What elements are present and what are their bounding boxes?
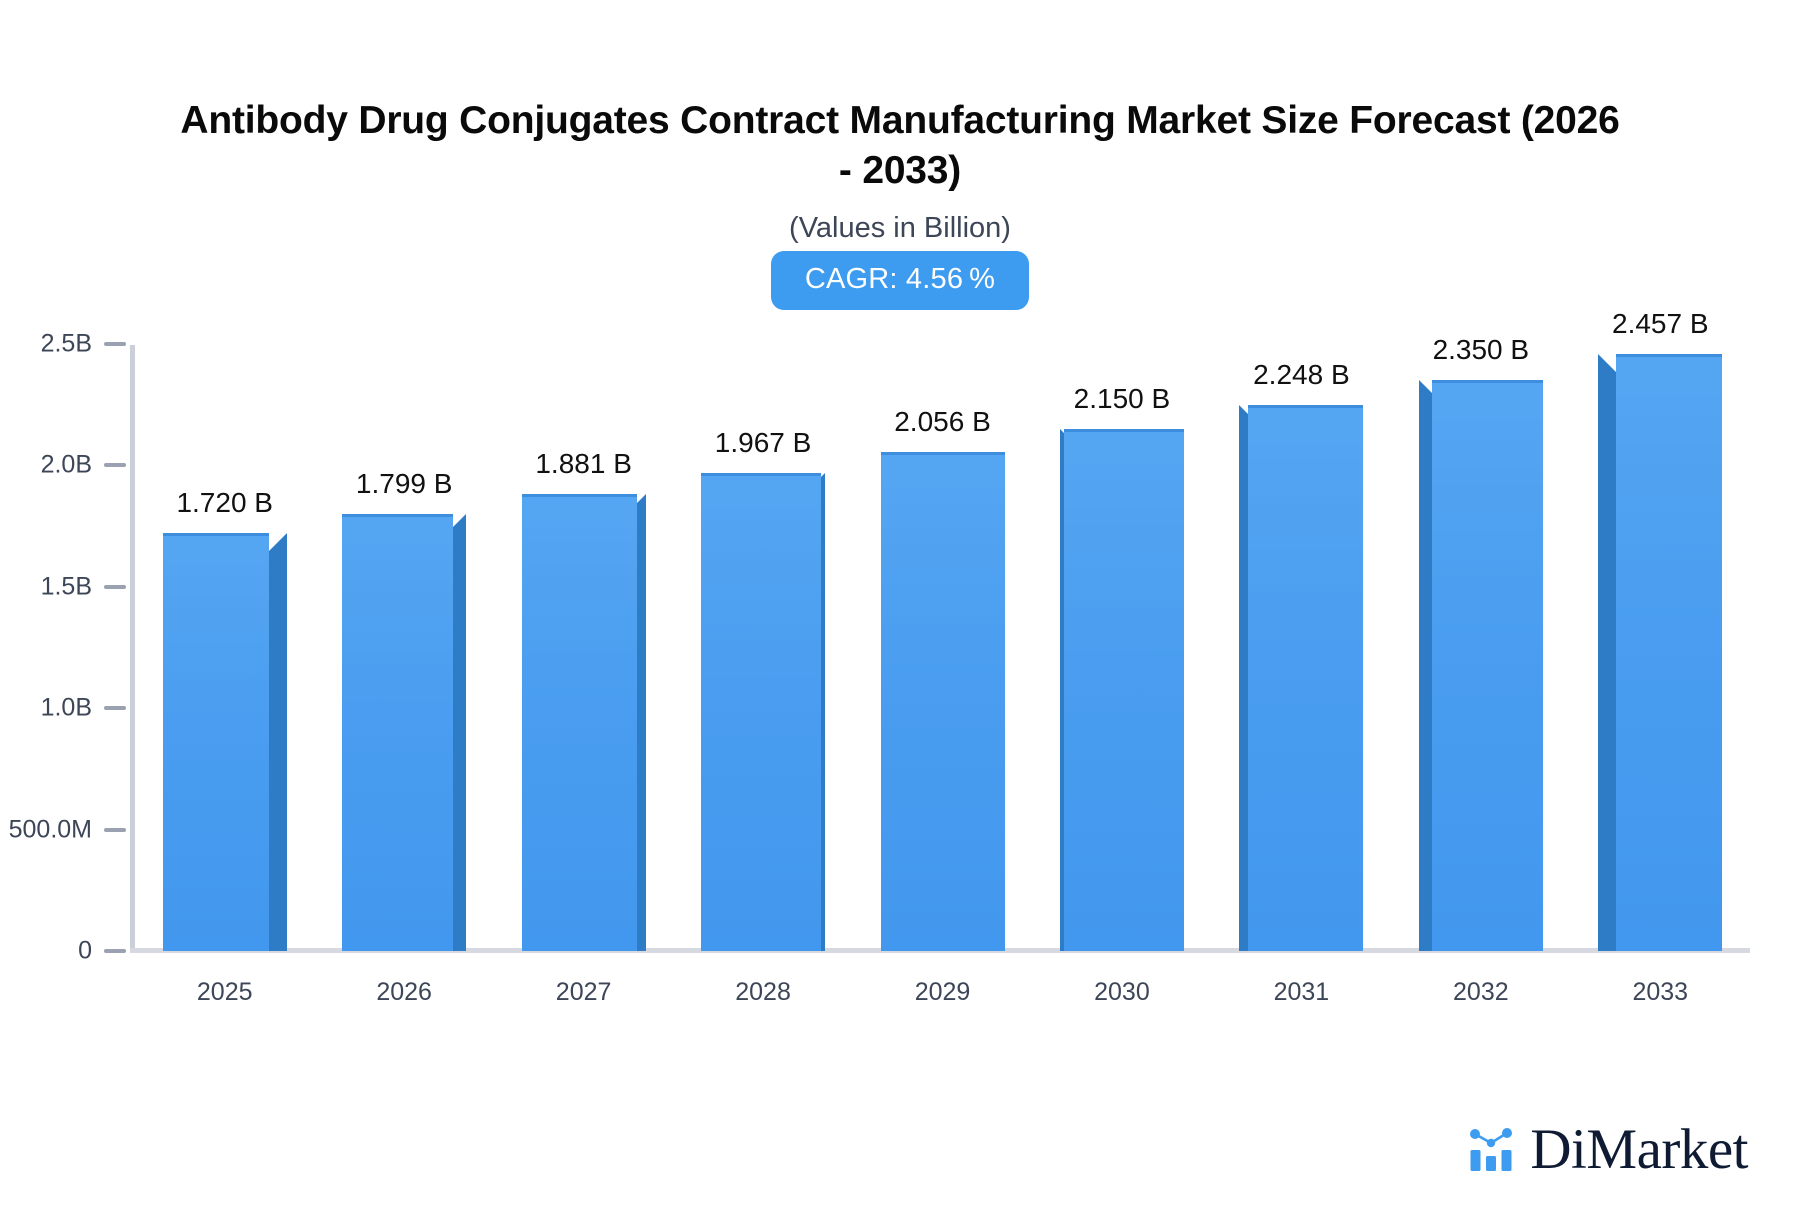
x-tick-label: 2029: [914, 978, 971, 1006]
bar-body: [1418, 380, 1543, 951]
bar-body: [880, 451, 1005, 951]
bar-body: [521, 494, 646, 951]
bar-face: [1616, 354, 1723, 951]
y-tick-label: 1.0B: [40, 693, 92, 722]
brand-logo: DiMarket: [1465, 1121, 1748, 1178]
bar-2032[interactable]: 2.350 B: [1418, 300, 1543, 951]
bar-body: [701, 473, 826, 951]
bar-2028[interactable]: 1.967 B: [701, 300, 826, 951]
bar-side-cap: [268, 533, 287, 552]
bar-side-cap: [636, 494, 646, 504]
bar-body: [342, 514, 467, 951]
bar-2031[interactable]: 2.248 B: [1239, 300, 1364, 951]
bar-value-label: 2.350 B: [1432, 334, 1530, 366]
bar-side-3d: [1239, 414, 1249, 951]
y-tick-label: 2.0B: [40, 450, 92, 479]
bar-side-3d: [636, 503, 646, 951]
y-tick-mark: [104, 827, 126, 832]
bar-2033[interactable]: 2.457 B: [1598, 300, 1723, 951]
bar-side-3d: [453, 527, 467, 951]
x-tick-label: 2025: [196, 978, 253, 1006]
x-tick-label: 2031: [1273, 978, 1330, 1006]
bar-side-3d: [821, 477, 826, 951]
bar-value-label: 1.720 B: [176, 487, 273, 519]
bar-value-label: 2.056 B: [894, 405, 991, 437]
bar-side-cap: [1239, 405, 1249, 415]
bar-side-cap: [821, 473, 826, 478]
y-tick-label: 500.0M: [8, 815, 92, 844]
y-tick-mark: [104, 706, 126, 711]
y-tick-mark: [104, 463, 126, 468]
x-tick-label: 2028: [735, 978, 791, 1006]
bar-face: [162, 533, 269, 951]
logo-wordmark: DiMarket: [1530, 1118, 1748, 1181]
cagr-badge-wrap: CAGR: 4.56 %: [0, 250, 1800, 311]
bar-face: [1063, 428, 1184, 951]
bar-2029[interactable]: 2.056 B: [880, 300, 1005, 951]
chart-subtitle: (Values in Billion): [789, 211, 1011, 244]
y-tick-mark: [104, 342, 126, 346]
y-tick-mark: [104, 949, 126, 953]
bar-side-3d: [1059, 432, 1064, 951]
bar-value-label: 1.967 B: [714, 427, 812, 459]
y-axis-line: [130, 345, 135, 953]
bar-side-3d: [1418, 393, 1432, 951]
y-tick-label: 2.5B: [40, 329, 92, 358]
cagr-badge: CAGR: 4.56 %: [770, 250, 1030, 311]
x-tick-label: 2033: [1632, 978, 1689, 1006]
x-tick-label: 2030: [1094, 978, 1150, 1006]
y-tick-label: 1.5B: [40, 572, 92, 601]
bar-value-label: 2.248 B: [1253, 359, 1350, 391]
x-tick-label: 2026: [376, 978, 432, 1006]
bar-face: [342, 514, 454, 951]
bar-2027[interactable]: 1.881 B: [521, 300, 646, 951]
bars-layer: 1.720 B 1.799 B 1.881 B 1.967 B 2.056 B 2.150…: [135, 300, 1750, 951]
bar-body: [1598, 354, 1723, 951]
x-tick-label: 2027: [555, 978, 612, 1006]
bar-side-cap: [1598, 354, 1617, 373]
bar-side-cap: [453, 514, 467, 528]
bar-side-3d: [268, 551, 287, 951]
bar-body: [1239, 405, 1364, 951]
x-tick-label: 2032: [1453, 978, 1509, 1006]
bar-side-cap: [1418, 380, 1432, 394]
bar-face: [521, 494, 637, 951]
chart-header: Antibody Drug Conjugates Contract Manufa…: [0, 96, 1800, 311]
y-tick-label: 0: [78, 936, 92, 965]
bar-value-label: 2.457 B: [1612, 308, 1709, 340]
bar-value-label: 1.881 B: [535, 448, 632, 480]
bar-face: [701, 473, 822, 951]
bar-2030[interactable]: 2.150 B: [1059, 300, 1184, 951]
bar-side-3d: [1598, 372, 1617, 951]
bar-value-label: 1.799 B: [355, 468, 453, 500]
y-tick-mark: [104, 584, 126, 589]
bar-face: [1431, 380, 1543, 951]
bar-chart-line-icon: [1465, 1121, 1517, 1178]
bar-side-cap: [1059, 428, 1064, 433]
bar-body: [1059, 428, 1184, 951]
bar-2025[interactable]: 1.720 B: [162, 300, 287, 951]
bar-2026[interactable]: 1.799 B: [342, 300, 467, 951]
page-title: Antibody Drug Conjugates Contract Manufa…: [180, 99, 1620, 192]
bar-face: [880, 451, 1005, 951]
bar-body: [162, 533, 287, 951]
bar-value-label: 2.150 B: [1073, 382, 1171, 414]
bar-face: [1248, 405, 1364, 951]
